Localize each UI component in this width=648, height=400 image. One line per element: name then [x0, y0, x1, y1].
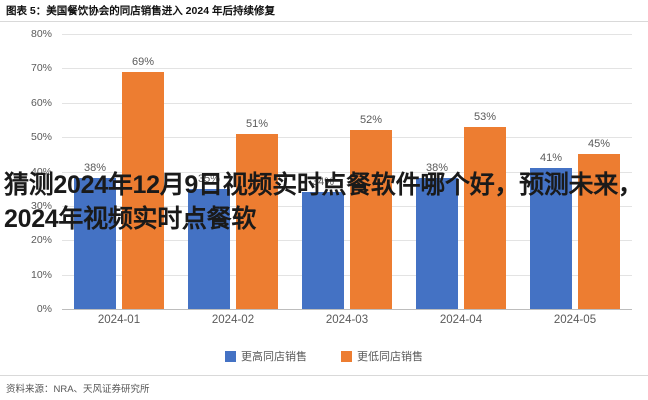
gridline — [62, 102, 632, 104]
legend-item[interactable]: 更高同店销售 — [225, 348, 307, 364]
y-axis-tick-label: 50% — [30, 131, 52, 144]
gridline — [62, 171, 632, 173]
x-axis-tick-label: 2024-01 — [97, 314, 141, 326]
y-axis-tick-label: 40% — [30, 165, 52, 178]
page-title: 图表 5：美国餐饮协会的同店销售进入 2024 年后持续修复 — [6, 5, 275, 17]
gridline — [62, 240, 632, 242]
y-axis-tick-label: 80% — [30, 28, 52, 40]
bar-low — [578, 154, 620, 309]
bar-value-label: 52% — [359, 114, 383, 127]
bar-low — [236, 133, 278, 309]
bar-value-label: 41% — [539, 152, 563, 165]
chart-legend: 更高同店销售 更低同店销售 — [0, 348, 648, 364]
x-axis-line — [62, 309, 632, 310]
bar-group: 38% 69% — [62, 34, 176, 309]
legend-item[interactable]: 更低同店销售 — [341, 348, 423, 364]
y-axis-tick-label: 70% — [30, 62, 52, 75]
bar-value-label: 51% — [245, 117, 269, 130]
bar-group: 35% 51% — [176, 34, 290, 309]
bar-high — [302, 192, 344, 309]
x-axis-labels: 2024-01 2024-02 2024-03 2024-04 2024-05 — [62, 314, 632, 332]
bar-value-label: 35% — [197, 172, 221, 185]
bar-high — [530, 168, 572, 309]
bar-group: 41% 45% — [518, 34, 632, 309]
gridline — [62, 205, 632, 207]
legend-label: 更高同店销售 — [241, 351, 307, 363]
x-axis-tick-label: 2024-02 — [211, 314, 255, 326]
bar-group: 38% 53% — [404, 34, 518, 309]
y-axis-tick-label: 30% — [30, 199, 52, 212]
y-axis-tick-label: 20% — [30, 234, 52, 247]
bar-low — [464, 126, 506, 309]
bar-low — [350, 130, 392, 309]
x-axis-tick-label: 2024-05 — [553, 314, 597, 326]
plot-area: 38% 69% 35% 51% 34% 52% 38% 53% 41% 45% — [62, 34, 632, 310]
bar-value-label: 45% — [587, 138, 611, 151]
y-axis-labels: 0% 10% 20% 30% 40% 50% 60% 70% 80% — [0, 28, 56, 315]
bar-high — [74, 178, 116, 309]
x-axis-tick-label: 2024-04 — [439, 314, 483, 326]
legend-swatch — [225, 350, 236, 362]
bar-high — [188, 188, 230, 309]
bar-value-label: 38% — [83, 162, 107, 175]
legend-swatch — [341, 350, 352, 362]
bar-value-label: 34% — [311, 176, 335, 189]
bar-low — [122, 71, 164, 309]
chart-title-bar: 图表 5：美国餐饮协会的同店销售进入 2024 年后持续修复 — [0, 0, 648, 22]
x-axis-tick-label: 2024-03 — [325, 314, 369, 326]
gridline — [62, 34, 632, 35]
gridline — [62, 68, 632, 70]
bar-group: 34% 52% — [290, 34, 404, 309]
y-axis-tick-label: 10% — [30, 268, 52, 281]
bar-value-label: 38% — [425, 162, 449, 175]
bar-high — [416, 178, 458, 309]
source-note: 资料来源：NRA、天风证券研究所 — [6, 384, 150, 395]
bar-value-label: 69% — [131, 55, 155, 68]
y-axis-tick-label: 60% — [30, 96, 52, 109]
gridline — [62, 274, 632, 276]
gridline — [62, 137, 632, 139]
bar-value-label: 53% — [473, 110, 497, 123]
overlay-headline: 猜测2024年12月9日视频实时点餐软件哪个好，预测未来，2024年视频实时点餐… — [4, 171, 643, 233]
legend-label: 更低同店销售 — [357, 351, 423, 363]
y-axis-tick-label: 0% — [36, 303, 52, 315]
source-bar: 资料来源：NRA、天风证券研究所 — [0, 375, 648, 400]
